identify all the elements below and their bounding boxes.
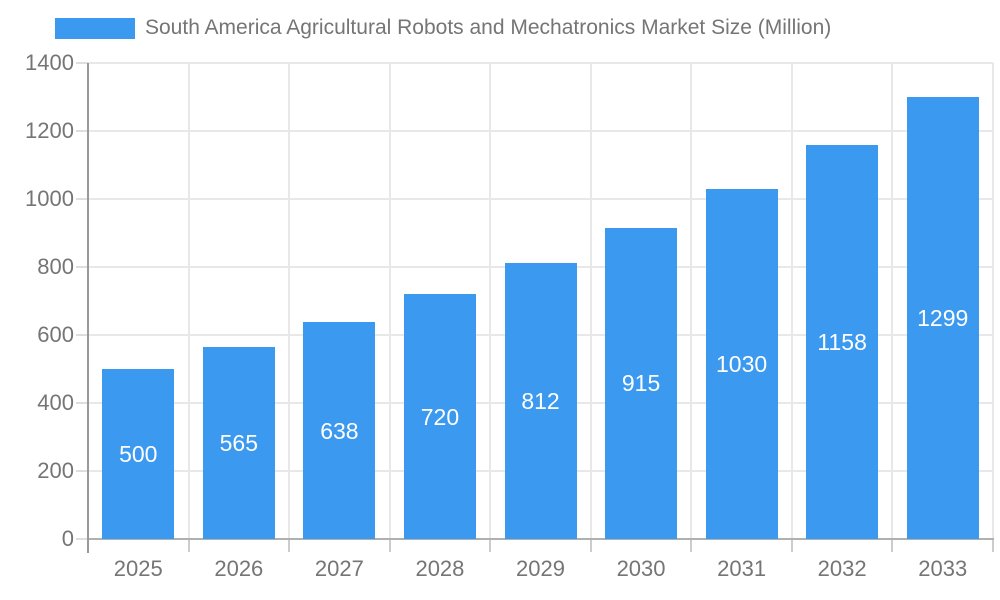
bar-2029[interactable] <box>504 262 577 539</box>
y-axis-label: 200 <box>37 458 74 483</box>
bar-value-label: 1158 <box>817 329 867 356</box>
x-gridline <box>589 63 592 539</box>
bar-2032[interactable] <box>806 145 879 539</box>
y-gridline <box>88 130 993 132</box>
x-gridline <box>790 63 793 539</box>
y-tick <box>76 130 88 132</box>
y-axis-label: 0 <box>61 526 74 551</box>
bar-2028[interactable] <box>403 294 476 539</box>
y-axis-label: 400 <box>37 390 74 415</box>
y-tick <box>76 402 88 404</box>
x-gridline <box>489 63 492 539</box>
x-axis-label: 2029 <box>516 556 565 581</box>
x-gridline <box>288 63 291 539</box>
x-axis-label: 2025 <box>113 556 163 581</box>
x-axis-line <box>87 538 994 540</box>
y-tick <box>76 198 88 200</box>
y-axis-label: 1000 <box>25 186 74 211</box>
y-tick <box>76 470 88 472</box>
bar-2025[interactable] <box>102 369 175 539</box>
x-tick <box>790 539 793 552</box>
legend: South America Agricultural Robots and Me… <box>55 16 831 40</box>
bar-2030[interactable] <box>605 227 678 539</box>
x-tick <box>589 539 592 552</box>
x-tick <box>489 539 492 552</box>
x-axis-label: 2033 <box>918 556 968 581</box>
y-gridline <box>88 62 993 64</box>
bar-2027[interactable] <box>303 322 376 539</box>
bar-value-label: 565 <box>219 429 259 456</box>
x-axis-label: 2031 <box>717 556 767 581</box>
x-axis-label: 2026 <box>214 556 264 581</box>
x-gridline <box>891 63 894 539</box>
bar-2031[interactable] <box>705 188 778 539</box>
x-axis-label: 2032 <box>817 556 867 581</box>
x-axis-label: 2027 <box>314 556 364 581</box>
x-tick <box>891 539 894 552</box>
bar-value-label: 915 <box>621 370 661 397</box>
x-tick <box>288 539 291 552</box>
y-axis-label: 600 <box>37 322 74 347</box>
bar-value-label: 1030 <box>716 350 768 377</box>
bar-value-label: 720 <box>420 403 460 430</box>
y-axis-label: 800 <box>37 254 74 279</box>
x-gridline <box>992 63 994 539</box>
x-gridline <box>388 63 391 539</box>
y-gridline <box>88 198 993 200</box>
x-axis-label: 2028 <box>415 556 465 581</box>
x-tick <box>690 539 693 552</box>
bar-value-label: 638 <box>320 417 359 444</box>
y-axis-label: 1400 <box>25 50 74 75</box>
x-tick <box>388 539 391 552</box>
bar-value-label: 500 <box>119 441 158 467</box>
y-tick <box>76 62 88 64</box>
bar-2033[interactable] <box>906 97 979 539</box>
y-tick <box>76 266 88 268</box>
y-axis-line <box>87 63 89 553</box>
x-tick <box>992 539 994 552</box>
legend-label: South America Agricultural Robots and Me… <box>145 16 832 39</box>
x-axis-label: 2030 <box>616 556 666 581</box>
y-axis-label: 1200 <box>25 118 74 143</box>
x-gridline <box>187 63 190 539</box>
y-tick <box>76 334 88 336</box>
bar-2026[interactable] <box>202 346 275 539</box>
bar-value-label: 1299 <box>917 305 969 332</box>
legend-swatch[interactable] <box>55 17 135 39</box>
bar-value-label: 812 <box>521 387 560 414</box>
x-gridline <box>690 63 693 539</box>
x-tick <box>187 539 190 552</box>
y-tick <box>76 538 88 540</box>
